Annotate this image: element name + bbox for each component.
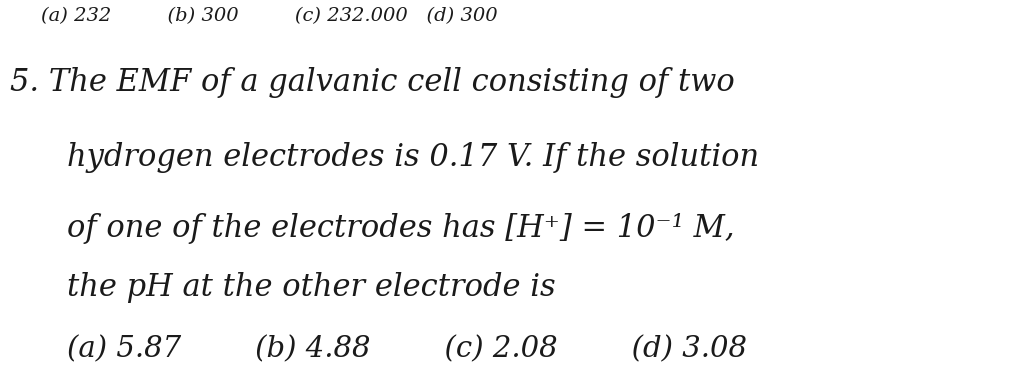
Text: (a) 232         (b) 300         (c) 232.000   (d) 300: (a) 232 (b) 300 (c) 232.000 (d) 300 bbox=[41, 7, 498, 25]
Text: of one of the electrodes has [H⁺] = 10⁻¹ M,: of one of the electrodes has [H⁺] = 10⁻¹… bbox=[67, 213, 734, 244]
Text: 5. The EMF of a galvanic cell consisting of two: 5. The EMF of a galvanic cell consisting… bbox=[10, 67, 735, 98]
Text: hydrogen electrodes is 0.17 V. If the solution: hydrogen electrodes is 0.17 V. If the so… bbox=[67, 142, 759, 173]
Text: the pH at the other electrode is: the pH at the other electrode is bbox=[67, 272, 555, 303]
Text: (a) 5.87        (b) 4.88        (c) 2.08        (d) 3.08: (a) 5.87 (b) 4.88 (c) 2.08 (d) 3.08 bbox=[67, 336, 746, 364]
